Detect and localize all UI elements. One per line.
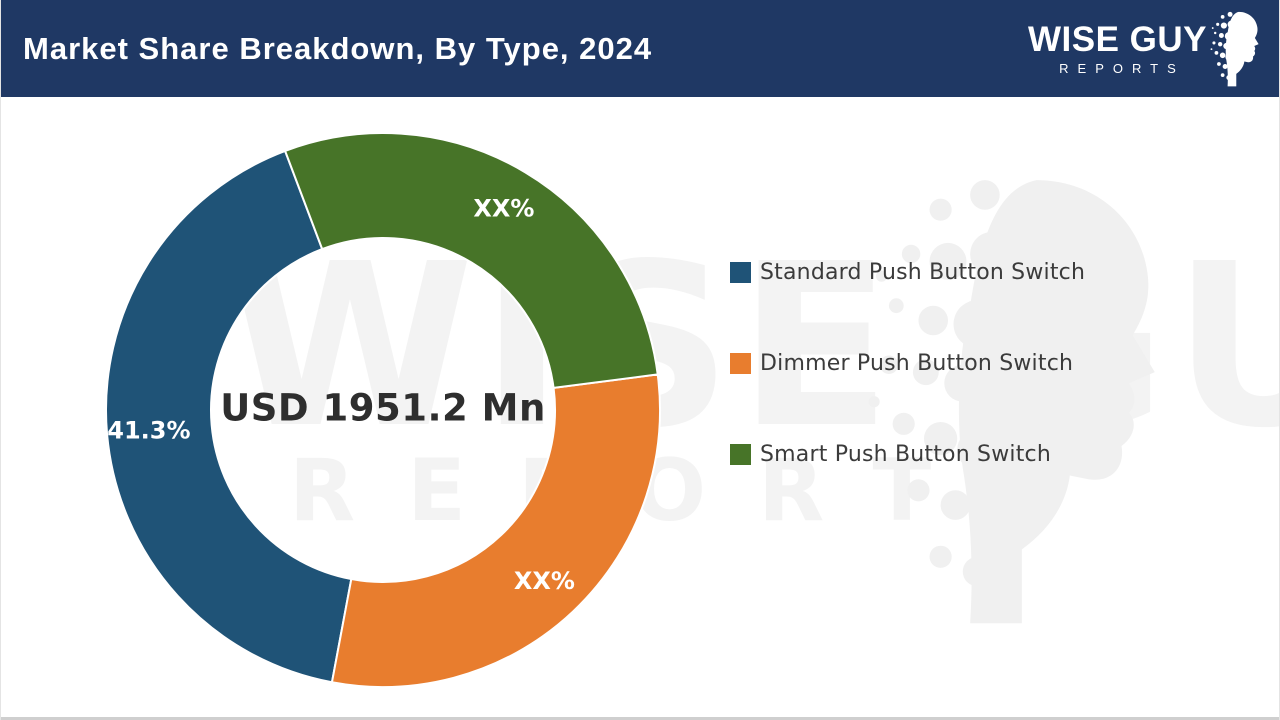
pie-slice-1 bbox=[105, 149, 353, 684]
legend-item-2: Dimmer Push Button Switch bbox=[730, 351, 1085, 376]
brand-name: WISE GUY bbox=[1027, 19, 1207, 59]
pie-slice-3 bbox=[284, 132, 659, 389]
legend-label-3: Smart Push Button Switch bbox=[760, 442, 1051, 467]
brand-tagline: REPORTS bbox=[1059, 60, 1185, 76]
slice-value-label-3: XX% bbox=[473, 194, 534, 222]
legend-swatch-3 bbox=[730, 444, 751, 465]
slice-value-label-1: 41.3% bbox=[107, 417, 190, 445]
legend-label-1: Standard Push Button Switch bbox=[760, 260, 1086, 285]
chart-legend: Standard Push Button Switch Dimmer Push B… bbox=[730, 260, 1085, 533]
slice-value-label-2: XX% bbox=[514, 567, 575, 595]
legend-label-2: Dimmer Push Button Switch bbox=[760, 351, 1074, 376]
legend-swatch-1 bbox=[730, 262, 751, 283]
watermark-head-icon bbox=[859, 158, 1229, 638]
chart-center-value: USD 1951.2 Mn bbox=[220, 386, 546, 430]
brand-logo-text: WISE GUY REPORTS bbox=[1028, 22, 1207, 76]
brand-logo: WISE GUY REPORTS bbox=[1028, 0, 1271, 97]
page-title: Market Share Breakdown, By Type, 2024 bbox=[23, 30, 653, 66]
legend-item-1: Standard Push Button Switch bbox=[730, 260, 1085, 285]
header-bar: Market Share Breakdown, By Type, 2024 WI… bbox=[1, 0, 1279, 97]
legend-swatch-2 bbox=[730, 353, 751, 374]
pie-slice-2 bbox=[330, 373, 661, 688]
bottom-divider bbox=[1, 717, 1279, 720]
legend-item-3: Smart Push Button Switch bbox=[730, 442, 1085, 467]
brand-head-icon bbox=[1210, 11, 1259, 87]
